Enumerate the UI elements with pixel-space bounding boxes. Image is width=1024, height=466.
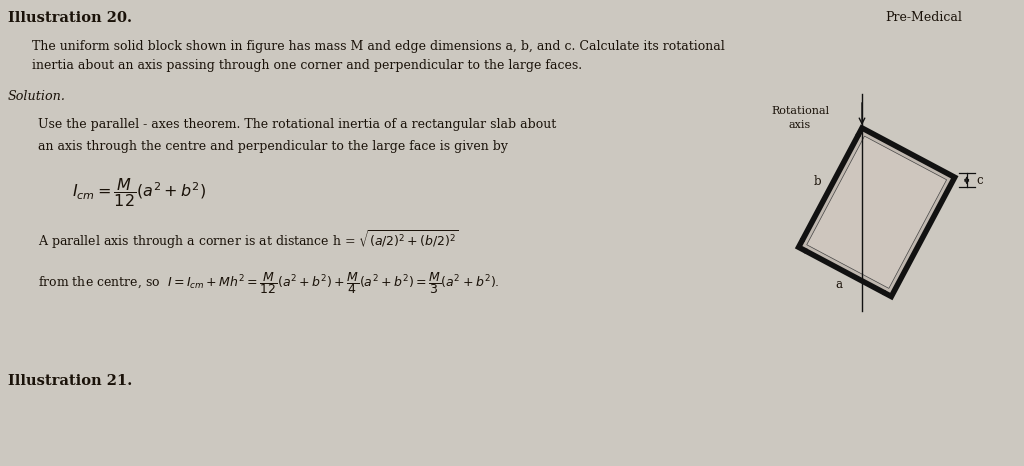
- Text: b: b: [814, 175, 822, 187]
- Text: $I_{cm} = \dfrac{M}{12}(a^2 + b^2)$: $I_{cm} = \dfrac{M}{12}(a^2 + b^2)$: [72, 176, 206, 209]
- Text: c: c: [977, 174, 983, 187]
- Text: from the centre, so  $I = I_{cm} + Mh^2 = \dfrac{M}{12}(a^2+b^2)+\dfrac{M}{4}(a^: from the centre, so $I = I_{cm} + Mh^2 =…: [38, 270, 500, 296]
- Text: a: a: [835, 278, 842, 291]
- Polygon shape: [799, 128, 954, 296]
- Text: inertia about an axis passing through one corner and perpendicular to the large : inertia about an axis passing through on…: [32, 59, 582, 72]
- Text: Use the parallel - axes theorem. The rotational inertia of a rectangular slab ab: Use the parallel - axes theorem. The rot…: [38, 118, 556, 131]
- Text: Illustration 20.: Illustration 20.: [8, 11, 132, 25]
- Polygon shape: [807, 136, 946, 288]
- Text: Pre-Medical: Pre-Medical: [885, 11, 962, 24]
- Text: axis: axis: [788, 120, 811, 130]
- Text: an axis through the centre and perpendicular to the large face is given by: an axis through the centre and perpendic…: [38, 140, 508, 153]
- Text: Rotational: Rotational: [771, 106, 829, 116]
- Text: Illustration 21.: Illustration 21.: [8, 374, 132, 388]
- Text: The uniform solid block shown in figure has mass M and edge dimensions a, b, and: The uniform solid block shown in figure …: [32, 40, 725, 53]
- Text: Solution.: Solution.: [8, 90, 66, 103]
- Text: A parallel axis through a corner is at distance h = $\sqrt{(a/2)^2+(b/2)^2}$: A parallel axis through a corner is at d…: [38, 228, 459, 251]
